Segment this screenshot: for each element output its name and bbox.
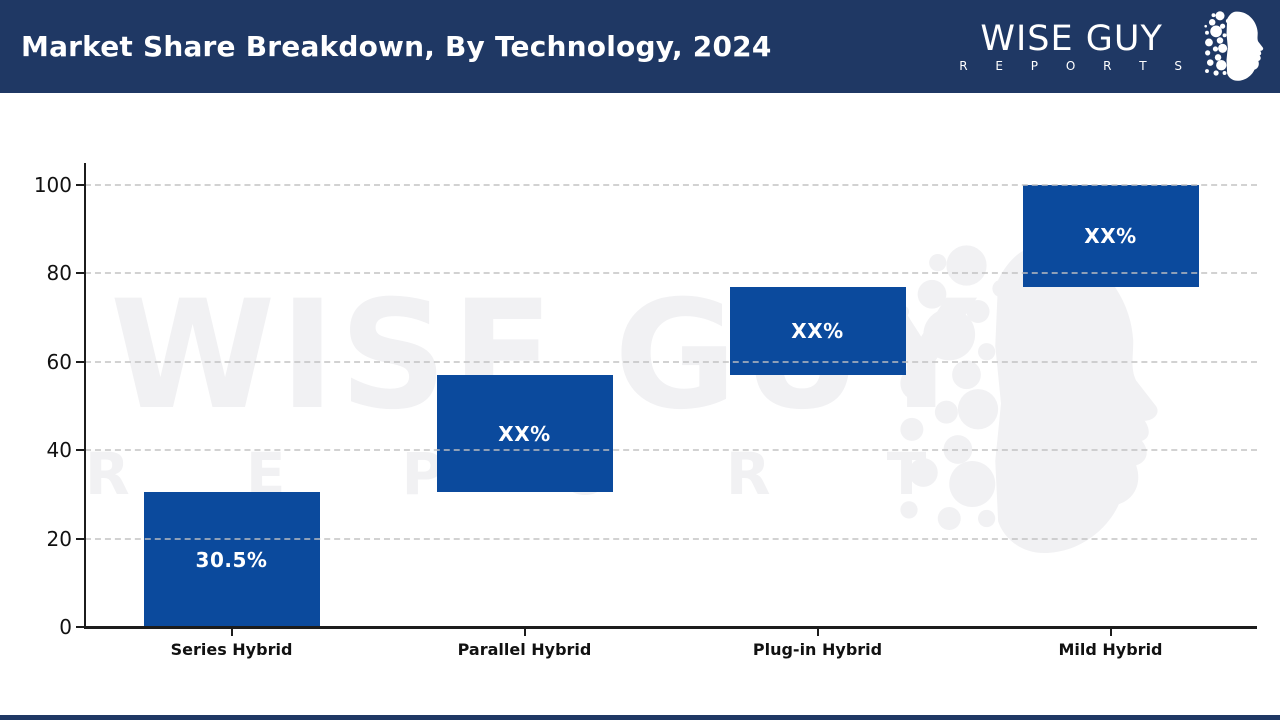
- gridline: [85, 360, 1257, 363]
- brand-logo: WISE GUY R E P O R T S: [949, 8, 1266, 86]
- bar-segment: XX%: [729, 286, 906, 376]
- bar-value-label: XX%: [498, 421, 551, 446]
- y-tick-mark: [76, 537, 85, 540]
- bar-value-label: XX%: [791, 318, 844, 343]
- brand-subtitle: R E P O R T S: [959, 58, 1194, 73]
- y-tick-label: 0: [59, 615, 72, 639]
- x-axis-line: [84, 626, 1257, 629]
- brand-logo-text: WISE GUY R E P O R T S: [949, 18, 1194, 73]
- brand-head-icon: [1200, 8, 1266, 86]
- x-tick-mark: [523, 629, 526, 636]
- gridline: [85, 272, 1257, 275]
- y-tick-mark: [76, 626, 85, 628]
- gridline: [85, 449, 1257, 452]
- gridline: [85, 537, 1257, 540]
- bar-segment: XX%: [1022, 185, 1199, 287]
- y-tick-label: 40: [46, 438, 72, 463]
- y-tick-label: 60: [46, 349, 72, 374]
- y-tick-label: 80: [46, 261, 72, 286]
- x-tick-label: Mild Hybrid: [1058, 640, 1163, 659]
- y-tick-mark: [76, 184, 85, 186]
- header: Market Share Breakdown, By Technology, 2…: [0, 0, 1280, 93]
- x-tick-label: Plug-in Hybrid: [752, 640, 883, 659]
- y-tick-label: 100: [33, 173, 72, 197]
- y-tick-label: 20: [46, 526, 72, 551]
- x-tick-mark: [816, 629, 819, 636]
- y-tick-mark: [76, 449, 85, 452]
- footer-accent-bar: [0, 715, 1280, 720]
- y-axis-line: [84, 163, 86, 629]
- y-tick-mark: [76, 360, 85, 363]
- bar-value-label: 30.5%: [195, 547, 268, 572]
- chart-title: Market Share Breakdown, By Technology, 2…: [21, 30, 772, 63]
- bar-value-label: XX%: [1084, 223, 1137, 248]
- x-tick-mark: [230, 629, 233, 636]
- bar-segment: 30.5%: [143, 492, 320, 627]
- x-tick-mark: [1109, 629, 1112, 636]
- x-tick-label: Parallel Hybrid: [457, 640, 592, 659]
- y-tick-mark: [76, 272, 85, 275]
- brand-name: WISE GUY: [980, 18, 1163, 59]
- x-tick-label: Series Hybrid: [170, 640, 293, 659]
- bar-segment: XX%: [436, 375, 613, 493]
- chart-canvas: WISE GUY R E P O R T S 02040608010030.5%…: [0, 93, 1280, 716]
- gridline: [85, 184, 1257, 186]
